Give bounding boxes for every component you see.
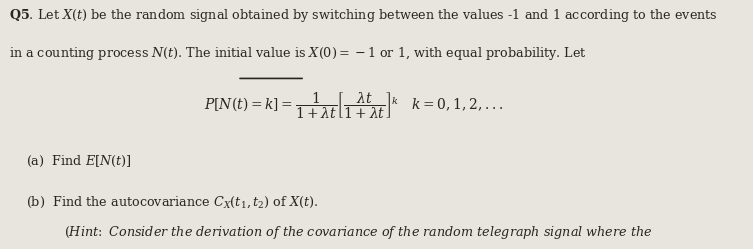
Text: $(Hint\!:$ Consider the derivation of the covariance of the random telegraph sig: $(Hint\!:$ Consider the derivation of th…: [64, 224, 653, 241]
Text: (a)  Find $E[N(t)]$: (a) Find $E[N(t)]$: [26, 154, 131, 170]
Text: $P[N(t)=k]=\dfrac{1}{1+\lambda t}\left[\dfrac{\lambda t}{1+\lambda t}\right]^{k}: $P[N(t)=k]=\dfrac{1}{1+\lambda t}\left[\…: [204, 91, 504, 121]
Text: in a counting process $N(t)$. The initial value is $X(0) = -1$ or 1, with equal : in a counting process $N(t)$. The initia…: [9, 45, 587, 62]
Text: $\mathbf{Q5}$. Let $X(t)$ be the random signal obtained by switching between the: $\mathbf{Q5}$. Let $X(t)$ be the random …: [9, 7, 718, 24]
Text: (b)  Find the autocovariance $C_X(t_1,t_2)$ of $X(t)$.: (b) Find the autocovariance $C_X(t_1,t_2…: [26, 194, 318, 210]
